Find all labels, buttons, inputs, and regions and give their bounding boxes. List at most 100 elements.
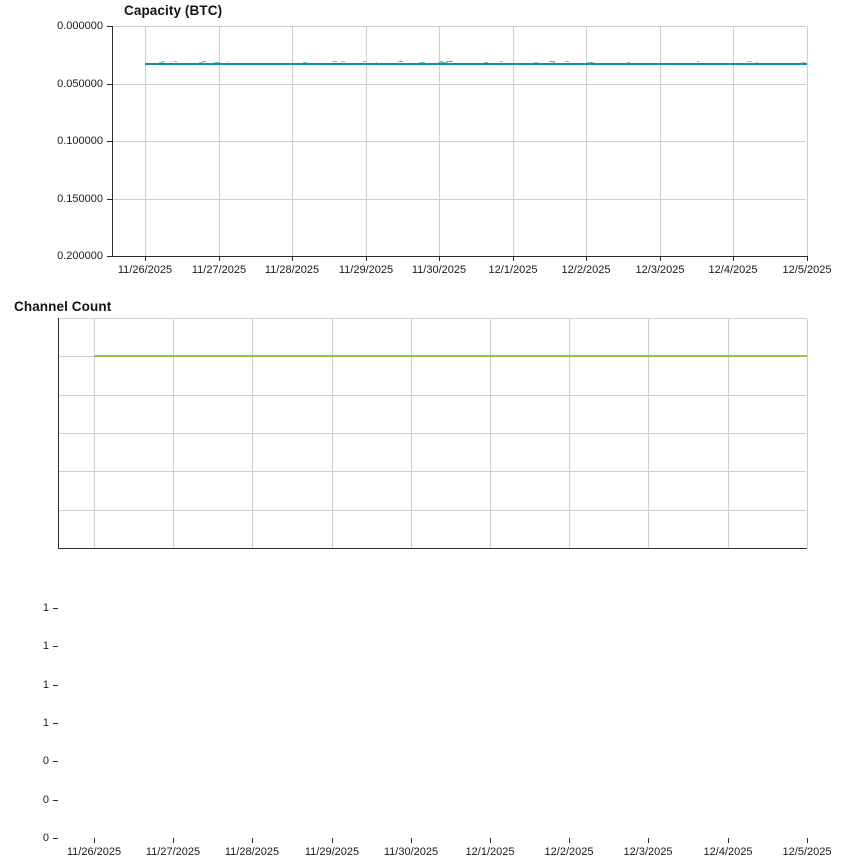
capacity-y-tick-label: 0.000000	[0, 20, 103, 32]
capacity-series-sample	[159, 62, 163, 63]
capacity-y-tick-mark	[107, 26, 112, 27]
capacity-gridline-vertical	[513, 26, 514, 256]
channel-count-x-tick-label: 12/4/2025	[704, 846, 753, 858]
capacity-series-sample	[649, 63, 653, 64]
channel-count-x-tick-mark	[94, 838, 95, 843]
capacity-y-tick-label: 0.100000	[0, 135, 103, 147]
capacity-x-tick-mark	[660, 256, 661, 261]
capacity-gridline-horizontal	[112, 84, 806, 85]
capacity-gridline-vertical	[586, 26, 587, 256]
channel-count-x-tick-mark	[490, 838, 491, 843]
capacity-series-line[interactable]	[145, 63, 807, 65]
channel-count-y-tick-label: 1	[0, 717, 49, 729]
channel-count-x-tick-label: 12/3/2025	[624, 846, 673, 858]
capacity-series-sample	[376, 62, 377, 63]
channel-count-x-tick-mark	[569, 838, 570, 843]
capacity-x-tick-mark	[366, 256, 367, 261]
capacity-x-tick-label: 12/1/2025	[489, 264, 538, 276]
capacity-series-sample	[363, 61, 366, 62]
channel-count-x-tick-label: 11/30/2025	[384, 846, 438, 858]
channel-count-x-tick-mark	[252, 838, 253, 843]
channel-count-x-tick-label: 12/5/2025	[783, 846, 832, 858]
capacity-series-sample	[162, 61, 165, 62]
channel-count-x-axis-line	[58, 548, 807, 549]
capacity-plot-area[interactable]	[112, 26, 806, 256]
channel-count-gridline-horizontal	[58, 318, 806, 319]
capacity-y-tick-mark	[107, 84, 112, 85]
capacity-series-sample	[174, 61, 177, 62]
channel-count-y-tick-label: 0	[0, 755, 49, 767]
channel-count-gridline-horizontal	[58, 471, 806, 472]
capacity-gridline-vertical	[219, 26, 220, 256]
channel-count-y-tick-mark	[53, 608, 58, 609]
capacity-series-sample	[627, 62, 631, 63]
capacity-gridline-horizontal	[112, 199, 806, 200]
channel-count-x-tick-label: 11/27/2025	[146, 846, 200, 858]
channel-count-x-tick-label: 11/28/2025	[225, 846, 279, 858]
capacity-series-sample	[801, 63, 807, 64]
capacity-series-sample	[697, 61, 699, 62]
capacity-x-tick-label: 12/3/2025	[636, 264, 685, 276]
capacity-series-sample	[591, 62, 594, 63]
capacity-x-tick-mark	[439, 256, 440, 261]
channel-count-x-tick-mark	[173, 838, 174, 843]
channel-count-y-tick-mark	[53, 761, 58, 762]
capacity-series-sample	[199, 63, 202, 64]
capacity-series-sample	[553, 62, 555, 63]
capacity-x-tick-label: 11/29/2025	[339, 264, 393, 276]
capacity-series-sample	[443, 62, 448, 63]
capacity-series-sample	[534, 62, 539, 63]
capacity-series-sample	[415, 63, 420, 64]
capacity-x-tick-mark	[586, 256, 587, 261]
capacity-x-tick-mark	[145, 256, 146, 261]
channel-count-gridline-vertical	[332, 318, 333, 548]
capacity-series-sample	[341, 61, 346, 62]
channel-count-x-tick-mark	[807, 838, 808, 843]
capacity-x-tick-label: 11/28/2025	[265, 264, 319, 276]
capacity-series-sample	[214, 62, 220, 63]
capacity-y-tick-label: 0.200000	[0, 250, 103, 262]
channel-count-gridline-vertical	[648, 318, 649, 548]
channel-count-gridline-vertical	[728, 318, 729, 548]
capacity-x-tick-label: 11/27/2025	[192, 264, 246, 276]
capacity-series-sample	[392, 63, 397, 64]
capacity-series-sample	[332, 61, 338, 62]
channel-count-gridline-vertical	[173, 318, 174, 548]
channel-count-x-tick-label: 11/26/2025	[67, 846, 121, 858]
capacity-x-tick-mark	[219, 256, 220, 261]
capacity-series-sample	[366, 63, 370, 64]
channel-count-chart-title: Channel Count	[14, 299, 111, 314]
channel-count-x-tick-mark	[648, 838, 649, 843]
capacity-x-tick-mark	[733, 256, 734, 261]
capacity-y-tick-mark	[107, 199, 112, 200]
capacity-gridline-horizontal	[112, 141, 806, 142]
channel-count-x-tick-label: 12/2/2025	[545, 846, 594, 858]
channel-count-x-tick-mark	[411, 838, 412, 843]
capacity-chart-panel: Capacity (BTC) 0.000000 0.050000 0.100000 0…	[0, 0, 860, 290]
channel-count-chart-panel: Channel Count 1 1 1 1 0 0 0 11/26/2025 11/27/202…	[0, 290, 860, 600]
capacity-y-tick-mark	[107, 141, 112, 142]
channel-count-gridline-horizontal	[58, 395, 806, 396]
channel-count-y-tick-label: 1	[0, 640, 49, 652]
capacity-gridline-vertical	[366, 26, 367, 256]
channel-count-series-line[interactable]	[94, 355, 807, 357]
channel-count-gridline-vertical	[411, 318, 412, 548]
capacity-x-tick-label: 12/5/2025	[783, 264, 832, 276]
channel-count-x-tick-mark	[332, 838, 333, 843]
channel-count-y-tick-label: 1	[0, 602, 49, 614]
channel-count-plot-area[interactable]	[58, 318, 806, 548]
capacity-series-sample	[550, 61, 555, 62]
channel-count-y-tick-mark	[53, 800, 58, 801]
channel-count-y-tick-mark	[53, 646, 58, 647]
capacity-gridline-horizontal	[112, 26, 806, 27]
capacity-series-sample	[756, 62, 758, 63]
capacity-series-sample	[697, 63, 698, 64]
capacity-series-sample	[484, 62, 488, 63]
capacity-x-tick-label: 11/30/2025	[412, 264, 466, 276]
channel-count-gridline-horizontal	[58, 433, 806, 434]
capacity-y-axis-line	[112, 26, 113, 257]
capacity-series-sample	[398, 61, 403, 62]
capacity-series-sample	[202, 61, 206, 62]
capacity-x-axis-line	[112, 256, 807, 257]
channel-count-gridline-vertical	[569, 318, 570, 548]
